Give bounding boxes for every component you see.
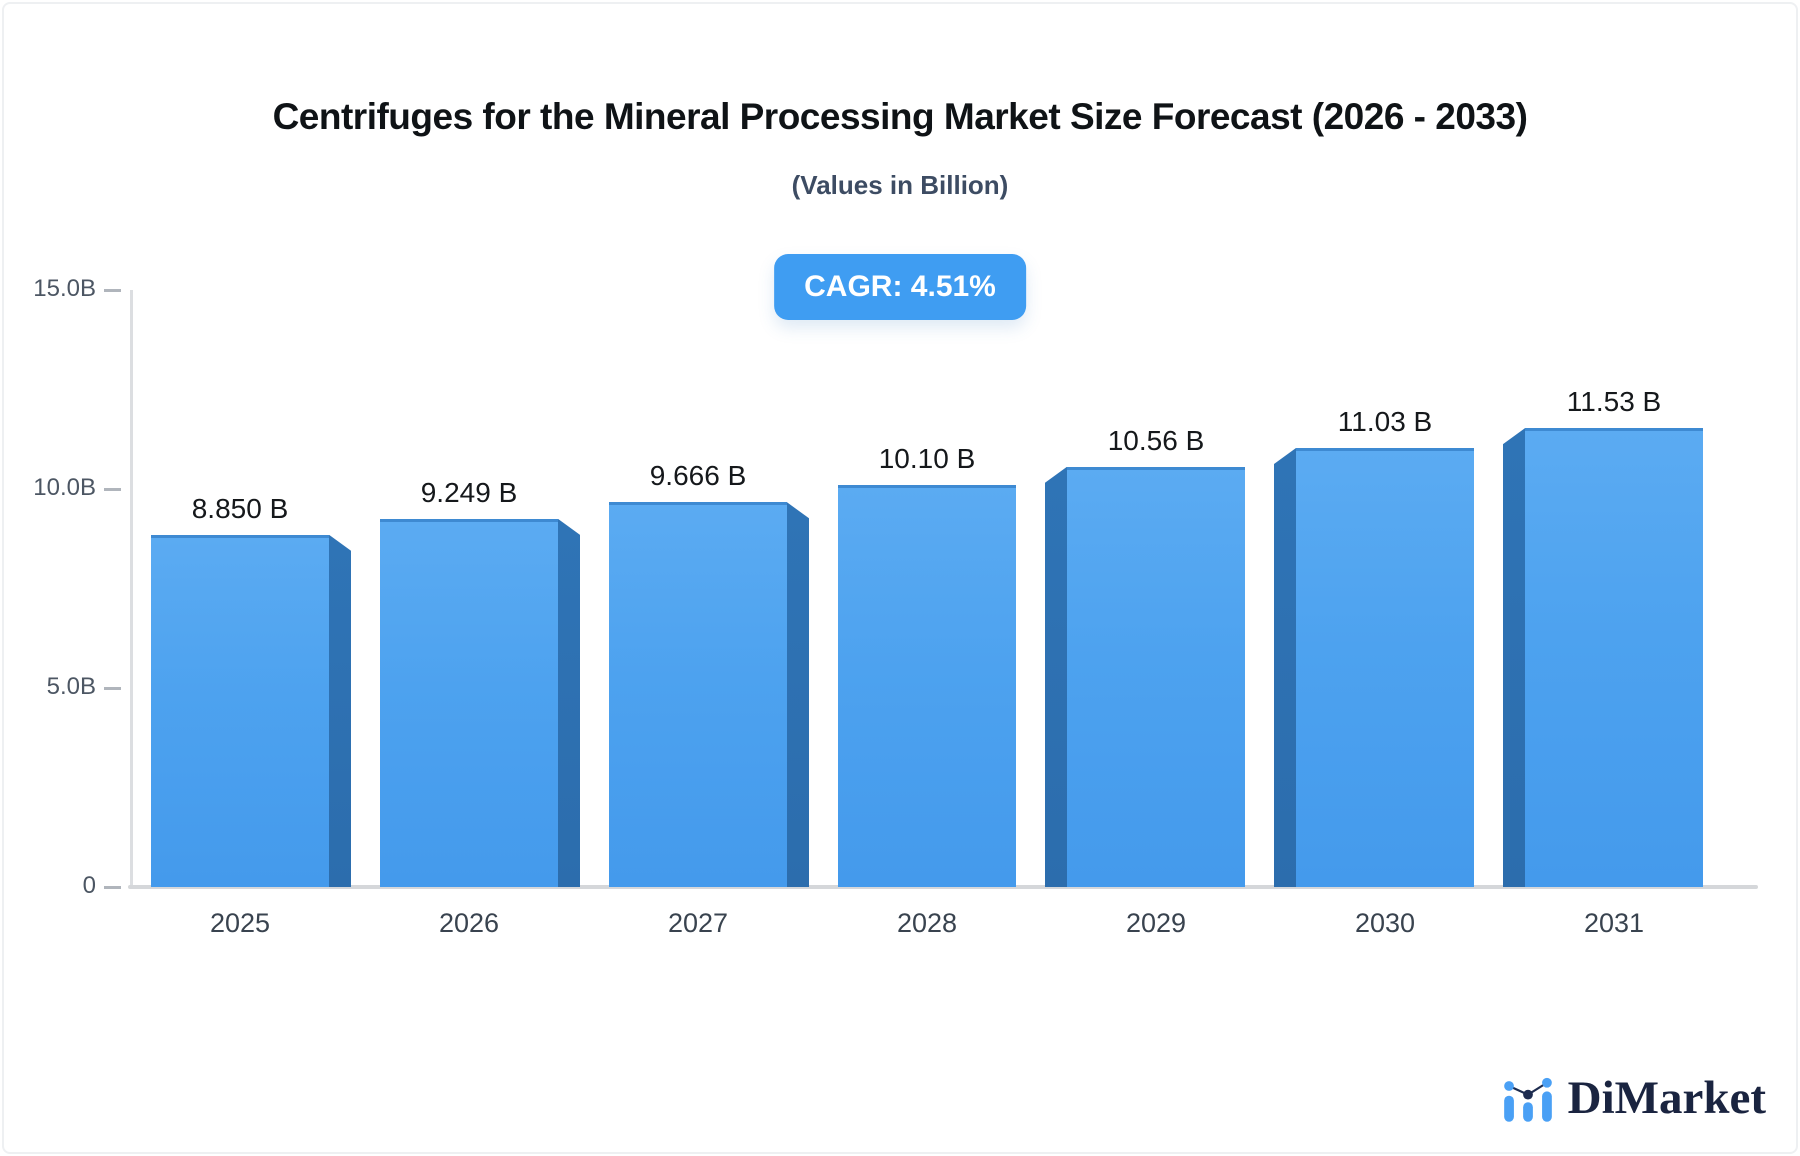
x-axis-baseline [128, 885, 1758, 889]
y-tick-mark [104, 288, 121, 292]
y-axis-line [130, 290, 133, 889]
y-tick-label: 0 [82, 872, 96, 899]
brand-logo-text: DiMarket [1567, 1072, 1766, 1124]
bar-chart-logo-icon [1503, 1077, 1552, 1122]
bar-2031[interactable]: 11.53 B [1503, 386, 1703, 887]
x-axis-label-2030: 2030 [1354, 908, 1416, 938]
x-axis-label-2029: 2029 [1125, 908, 1187, 938]
bar-2030[interactable]: 11.03 B [1274, 406, 1474, 887]
y-tick-label: 5.0B [46, 673, 96, 700]
x-axis-label-2031: 2031 [1583, 908, 1645, 938]
bar-2026[interactable]: 9.249 B [380, 477, 580, 887]
y-tick-mark [104, 885, 121, 889]
bar-front-face [838, 485, 1016, 887]
cagr-badge: CAGR: 4.51% [774, 254, 1026, 320]
brand-logo: DiMarket [1502, 1075, 1766, 1122]
bar-front-face [380, 518, 558, 887]
chart-subtitle: (Values in Billion) [791, 170, 1009, 200]
bar-front-face [1296, 448, 1474, 887]
x-axis-label-2026: 2026 [438, 908, 500, 938]
bar-side-face [1503, 428, 1525, 887]
bar-side-face [329, 534, 351, 887]
bar-value-label: 8.850 B [191, 492, 289, 524]
y-tick-label: 15.0B [33, 275, 96, 302]
bar-front-face [151, 534, 329, 887]
bar-2029[interactable]: 10.56 B [1045, 425, 1245, 887]
bar-value-label: 9.666 B [649, 460, 747, 492]
bar-side-face [787, 502, 809, 887]
bar-side-face [558, 518, 580, 887]
bar-side-face [1274, 448, 1296, 887]
bar-value-label: 10.10 B [878, 443, 976, 475]
y-tick-label: 10.0B [33, 474, 96, 501]
bar-front-face [1067, 466, 1245, 887]
y-tick-mark [104, 686, 121, 690]
x-axis-label-2028: 2028 [896, 908, 958, 938]
bar-value-label: 11.53 B [1566, 386, 1662, 418]
y-tick-mark [104, 487, 121, 491]
bar-side-face [1045, 466, 1067, 887]
bar-front-face [609, 502, 787, 887]
bar-front-face [1525, 428, 1703, 887]
bar-2028[interactable]: 10.10 B [838, 443, 1016, 887]
x-axis-label-2027: 2027 [667, 908, 729, 938]
bar-2027[interactable]: 9.666 B [609, 460, 809, 887]
bar-value-label: 9.249 B [420, 476, 518, 508]
bar-2025[interactable]: 8.850 B [151, 493, 351, 887]
bar-value-label: 10.56 B [1107, 424, 1205, 456]
x-axis-label-2025: 2025 [209, 908, 271, 938]
chart-title: Centrifuges for the Mineral Processing M… [272, 96, 1528, 137]
bar-value-label: 11.03 B [1337, 406, 1433, 437]
